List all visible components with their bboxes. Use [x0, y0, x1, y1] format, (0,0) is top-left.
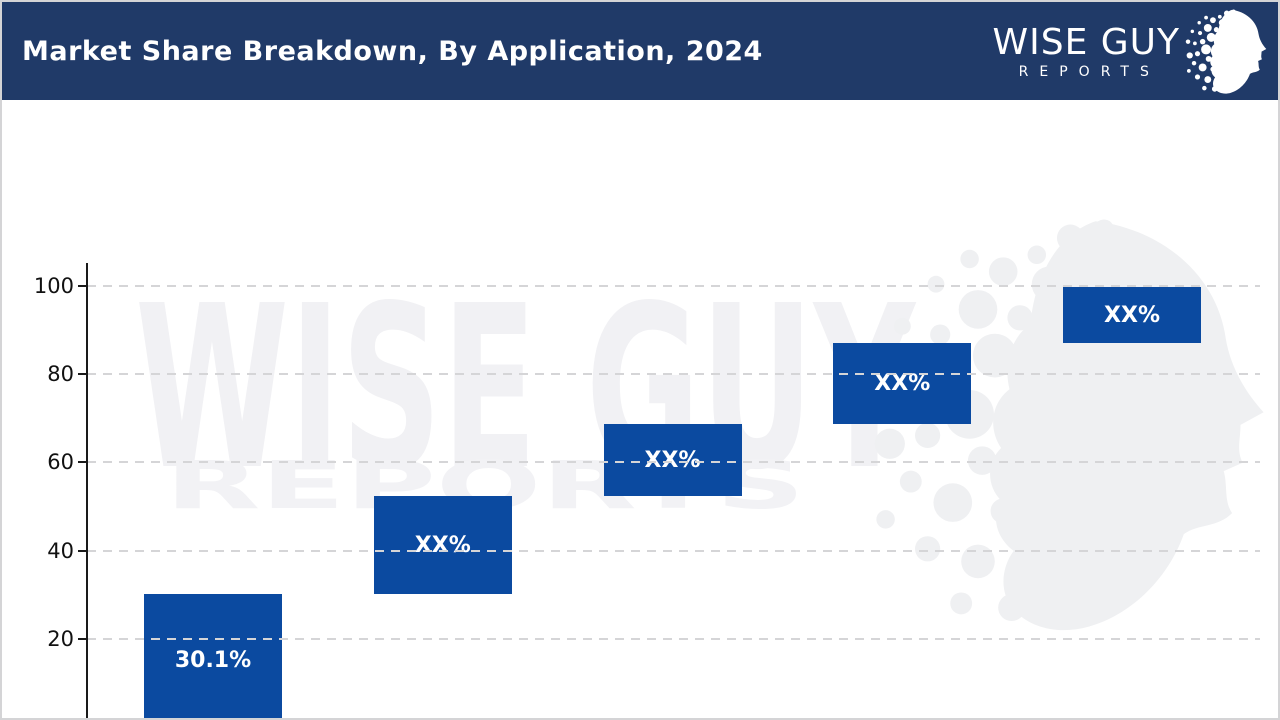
bar-value-label: XX% — [414, 532, 471, 558]
gridline-100 — [87, 285, 1260, 287]
page-title: Market Share Breakdown, By Application, … — [22, 36, 763, 67]
logo-reports-label: REPORTS — [1018, 64, 1160, 80]
gridline-60 — [87, 461, 1260, 464]
y-axis-tick-label: 0 — [2, 714, 74, 718]
bar-value-label: XX% — [1104, 302, 1160, 328]
bar-structural-components: XX% — [373, 496, 512, 595]
y-axis-tick-label: 80 — [47, 362, 74, 387]
y-axis-tick-label: 20 — [47, 626, 74, 651]
header: Market Share Breakdown, By Application, … — [2, 2, 1278, 100]
logo-head-icon — [1185, 9, 1267, 94]
gridline-40 — [87, 549, 1260, 552]
bar-value-label: XX% — [644, 447, 701, 473]
gridline-20 — [87, 637, 1260, 640]
gridline-80 — [87, 373, 1260, 376]
y-tick-mark — [78, 461, 86, 464]
bar-exterior-parts: XX% — [833, 343, 972, 425]
y-tick-mark — [78, 373, 86, 376]
y-axis — [86, 263, 88, 718]
y-tick-mark — [78, 285, 86, 287]
y-tick-mark — [78, 549, 86, 552]
bar-body-components: 30.1% — [144, 594, 282, 718]
bar-chassis: XX% — [1063, 286, 1201, 344]
y-axis-tick-label: 40 — [47, 538, 74, 563]
bar-value-label: 30.1% — [174, 648, 252, 674]
y-axis-tick-label: 60 — [47, 450, 74, 475]
brand-logo: WISE GUY REPORTS — [993, 8, 1269, 96]
logo-wordmark: WISE GUY — [992, 22, 1180, 63]
y-axis-tick-label: 100 — [33, 274, 74, 298]
y-tick-mark — [78, 637, 86, 640]
chart-area: 02040608010030.1%Body ComponentsXX%Struc… — [2, 100, 1278, 718]
bar-interior-parts: XX% — [603, 424, 742, 497]
logo-text: WISE GUY REPORTS — [992, 22, 1181, 81]
